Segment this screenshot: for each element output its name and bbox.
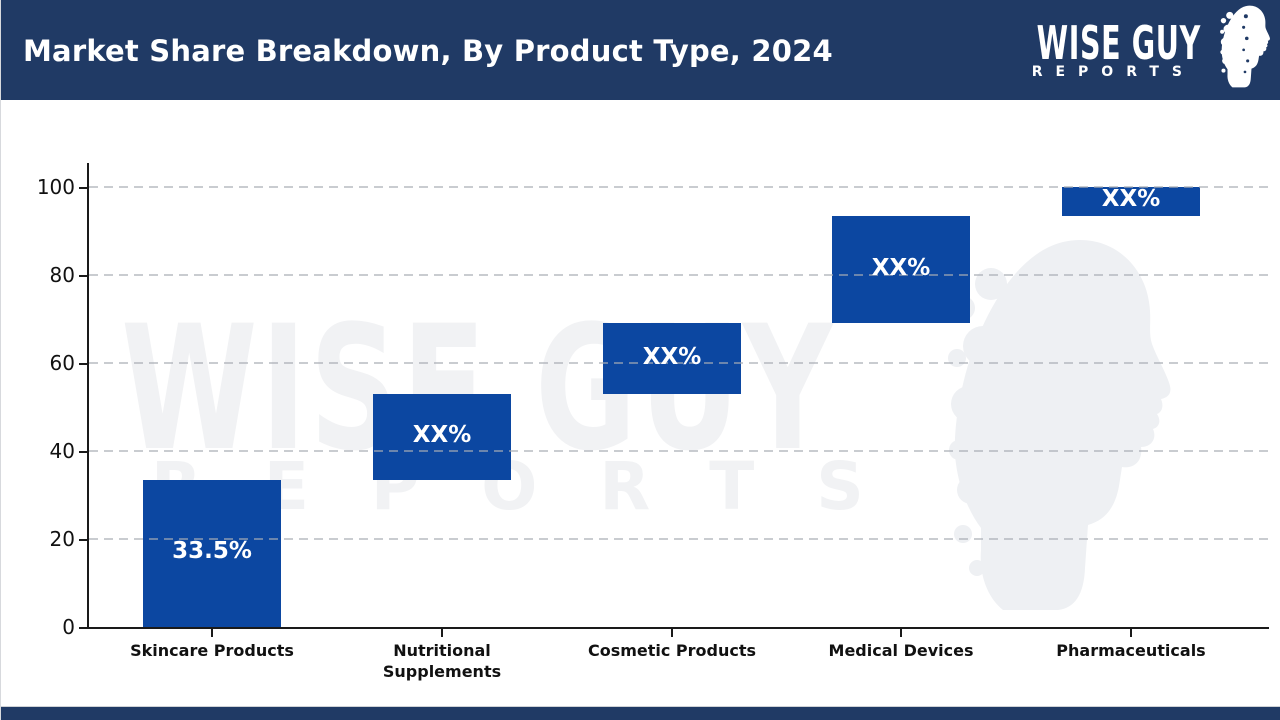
gridline	[89, 538, 1269, 540]
footer-bar	[1, 707, 1280, 720]
x-axis-line	[86, 627, 1269, 629]
y-tick-label: 80	[49, 263, 75, 287]
x-tick-label: Medical Devices	[828, 641, 974, 660]
footer-divider	[1, 706, 1280, 707]
gridline	[89, 186, 1269, 188]
bar-value-label: XX%	[871, 254, 931, 281]
brand-face-icon	[1220, 5, 1270, 88]
y-axis-tick	[79, 362, 87, 365]
bar-cosmetic-products	[603, 323, 741, 394]
gridline	[89, 450, 1269, 452]
bar-pharmaceuticals	[1062, 187, 1200, 216]
watermark-face-icon	[948, 240, 1171, 610]
bar-nutritional-supplements	[373, 393, 511, 480]
gridline	[89, 274, 1269, 276]
x-axis-tick	[441, 629, 443, 637]
y-axis-line	[87, 163, 89, 629]
y-axis-tick	[79, 626, 87, 629]
bar-value-label: 33.5%	[172, 538, 252, 565]
y-tick-label: 40	[49, 439, 75, 463]
bar-value-label: XX%	[412, 421, 472, 448]
page-title: Market Share Breakdown, By Product Type,…	[23, 34, 833, 68]
y-axis-tick	[79, 186, 87, 189]
y-axis-tick	[79, 538, 87, 541]
brand-logo: WISE GUY REPORTS	[961, 0, 1280, 100]
x-tick-label: Skincare Products	[130, 641, 294, 660]
x-axis-tick	[900, 629, 902, 637]
y-axis-tick	[79, 450, 87, 453]
chart-area: WISE GUY REPORTS 0 20 40 60 80 100 33.5% XX% XX%…	[1, 100, 1280, 707]
header: Market Share Breakdown, By Product Type,…	[1, 0, 1280, 100]
x-axis-tick	[671, 629, 673, 637]
gridline	[89, 362, 1269, 364]
y-tick-label: 0	[62, 615, 75, 639]
y-tick-label: 60	[49, 351, 75, 375]
bar-skincare-products	[143, 479, 281, 627]
x-axis-tick	[1130, 629, 1132, 637]
brand-subtitle: REPORTS	[1031, 64, 1195, 80]
y-tick-label: 100	[36, 175, 75, 199]
plot-region: 0 20 40 60 80 100 33.5% XX% XX% XX% XX% Skincare Pr…	[1, 100, 1280, 707]
x-tick-label: Nutritional Supplements	[382, 641, 502, 681]
x-axis-tick	[211, 629, 213, 637]
brand-name: WISE GUY	[1036, 16, 1201, 70]
bar-medical-devices	[832, 215, 970, 324]
y-tick-label: 20	[49, 527, 75, 551]
y-axis-tick	[79, 274, 87, 277]
bar-value-label: XX%	[1101, 186, 1161, 213]
x-tick-label: Pharmaceuticals	[1056, 641, 1206, 660]
bar-value-label: XX%	[642, 343, 702, 370]
x-tick-label: Cosmetic Products	[587, 641, 757, 660]
